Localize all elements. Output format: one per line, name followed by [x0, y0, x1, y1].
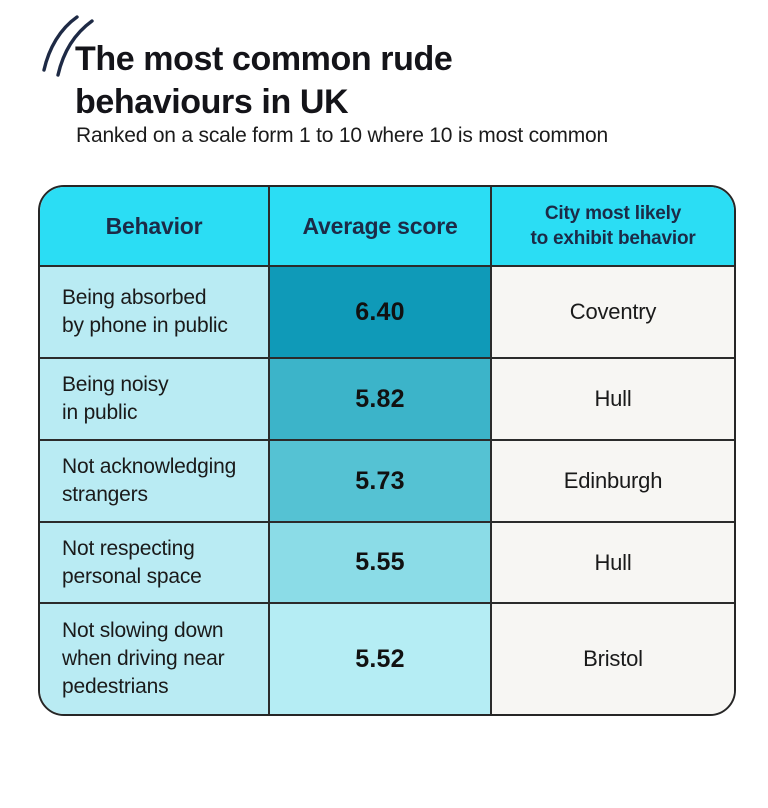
- city-cell: Coventry: [492, 267, 734, 357]
- city-cell: Hull: [492, 359, 734, 439]
- table-row: Not slowing down when driving near pedes…: [40, 602, 734, 714]
- score-cell: 5.82: [270, 359, 492, 439]
- page-subtitle: Ranked on a scale form 1 to 10 where 10 …: [76, 124, 608, 147]
- decorative-slashes-icon: [42, 15, 94, 77]
- behavior-cell: Being noisy in public: [40, 359, 270, 439]
- score-cell: 5.52: [270, 604, 492, 714]
- table-row: Not acknowledging strangers 5.73 Edinbur…: [40, 439, 734, 521]
- column-header-city: City most likely to exhibit behavior: [492, 187, 734, 265]
- table-row: Not respecting personal space 5.55 Hull: [40, 521, 734, 602]
- column-header-average-score: Average score: [270, 187, 492, 265]
- behavior-cell: Not acknowledging strangers: [40, 441, 270, 521]
- column-header-behavior: Behavior: [40, 187, 270, 265]
- page-title: The most common rude behaviours in UK: [75, 40, 453, 121]
- rude-behaviours-table: Behavior Average score City most likely …: [38, 185, 736, 716]
- behavior-cell: Not slowing down when driving near pedes…: [40, 604, 270, 714]
- city-cell: Edinburgh: [492, 441, 734, 521]
- table-row: Being absorbed by phone in public 6.40 C…: [40, 265, 734, 357]
- behavior-cell: Not respecting personal space: [40, 523, 270, 602]
- score-cell: 6.40: [270, 267, 492, 357]
- city-cell: Hull: [492, 523, 734, 602]
- city-cell: Bristol: [492, 604, 734, 714]
- table-body: Being absorbed by phone in public 6.40 C…: [40, 265, 734, 714]
- table-row: Being noisy in public 5.82 Hull: [40, 357, 734, 439]
- score-cell: 5.73: [270, 441, 492, 521]
- table-header-row: Behavior Average score City most likely …: [40, 187, 734, 265]
- behavior-cell: Being absorbed by phone in public: [40, 267, 270, 357]
- score-cell: 5.55: [270, 523, 492, 602]
